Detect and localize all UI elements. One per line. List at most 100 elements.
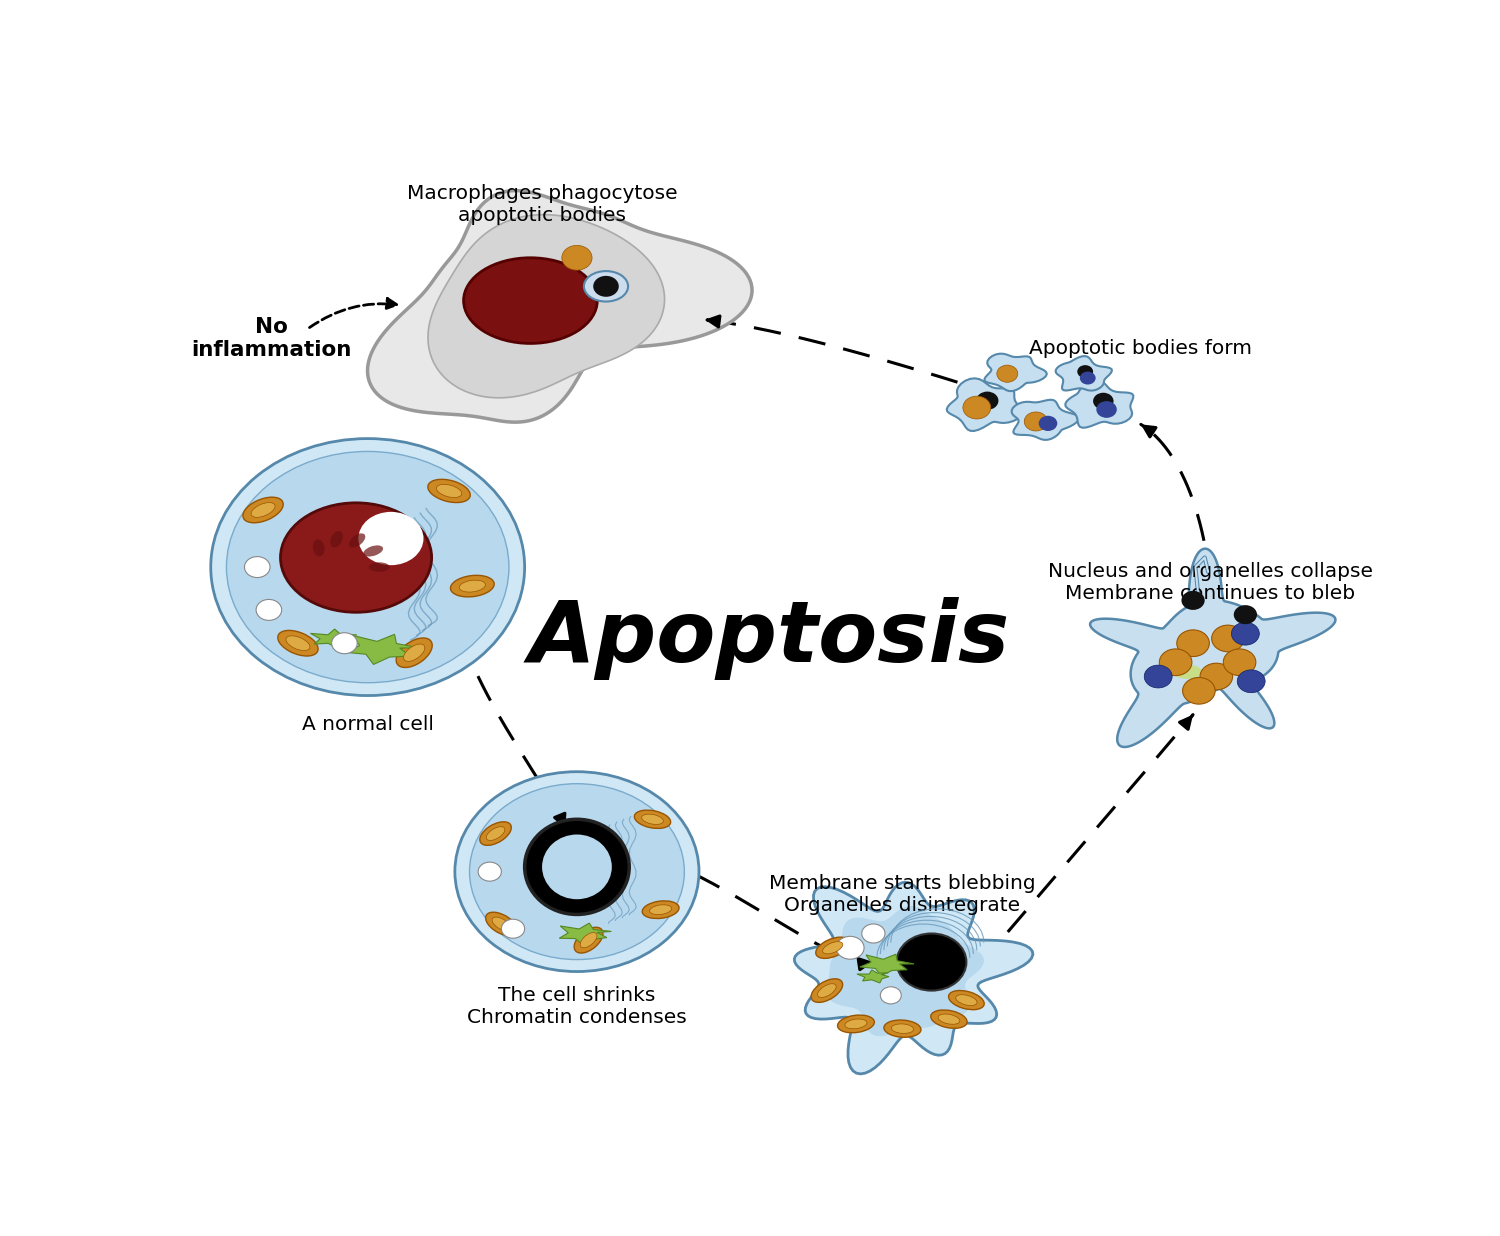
Circle shape: [861, 925, 885, 943]
Circle shape: [256, 599, 282, 620]
Ellipse shape: [286, 635, 310, 650]
Ellipse shape: [574, 927, 603, 953]
Circle shape: [1233, 606, 1257, 624]
Ellipse shape: [251, 503, 274, 518]
Ellipse shape: [956, 995, 976, 1006]
Circle shape: [244, 556, 270, 577]
Ellipse shape: [818, 984, 836, 997]
Circle shape: [1038, 415, 1058, 431]
Ellipse shape: [542, 834, 612, 900]
Ellipse shape: [837, 1015, 874, 1033]
Ellipse shape: [243, 497, 284, 523]
Text: Nucleus and organelles collapse
Membrane continues to bleb: Nucleus and organelles collapse Membrane…: [1048, 562, 1372, 603]
Ellipse shape: [330, 531, 344, 548]
Circle shape: [226, 451, 509, 682]
Text: Apoptosis: Apoptosis: [528, 597, 1010, 680]
Text: No
inflammation: No inflammation: [190, 318, 351, 360]
Ellipse shape: [450, 575, 494, 597]
Text: Apoptotic bodies form: Apoptotic bodies form: [1029, 339, 1252, 357]
Circle shape: [1212, 625, 1243, 651]
Polygon shape: [344, 634, 420, 665]
Ellipse shape: [396, 638, 432, 667]
Circle shape: [454, 771, 699, 971]
Circle shape: [1238, 670, 1264, 692]
Ellipse shape: [436, 485, 462, 498]
Circle shape: [1232, 622, 1260, 645]
Ellipse shape: [363, 545, 382, 556]
Circle shape: [501, 920, 525, 938]
Text: The cell shrinks
Chromatin condenses: The cell shrinks Chromatin condenses: [466, 986, 687, 1027]
Circle shape: [1144, 665, 1172, 688]
Polygon shape: [859, 954, 913, 975]
Circle shape: [836, 937, 864, 959]
Ellipse shape: [844, 1018, 867, 1028]
Circle shape: [897, 933, 966, 990]
Ellipse shape: [314, 539, 324, 556]
Ellipse shape: [369, 562, 390, 572]
Polygon shape: [368, 190, 752, 423]
Ellipse shape: [932, 1010, 968, 1028]
Polygon shape: [1056, 356, 1112, 391]
Circle shape: [332, 633, 357, 654]
Ellipse shape: [891, 1023, 914, 1033]
Ellipse shape: [492, 917, 510, 931]
Circle shape: [210, 439, 525, 696]
Ellipse shape: [486, 912, 518, 936]
Ellipse shape: [884, 1020, 921, 1037]
Ellipse shape: [350, 534, 366, 548]
Ellipse shape: [642, 815, 663, 824]
Ellipse shape: [584, 271, 628, 302]
Ellipse shape: [278, 630, 318, 656]
Circle shape: [1096, 402, 1118, 418]
Ellipse shape: [642, 901, 680, 918]
Circle shape: [1182, 677, 1215, 705]
Circle shape: [976, 392, 999, 410]
Ellipse shape: [938, 1014, 960, 1025]
Text: Membrane starts blebbing
Organelles disintegrate: Membrane starts blebbing Organelles disi…: [770, 874, 1035, 915]
Circle shape: [1200, 664, 1233, 690]
Ellipse shape: [404, 644, 424, 661]
Polygon shape: [946, 378, 1023, 431]
Ellipse shape: [427, 480, 471, 503]
Text: A normal cell: A normal cell: [302, 714, 433, 734]
Polygon shape: [827, 906, 984, 1036]
Circle shape: [470, 784, 684, 959]
Circle shape: [1024, 412, 1047, 431]
Circle shape: [1182, 591, 1204, 609]
Circle shape: [592, 276, 619, 297]
Ellipse shape: [650, 905, 672, 915]
Ellipse shape: [480, 822, 512, 845]
Circle shape: [998, 365, 1018, 382]
Circle shape: [1080, 372, 1095, 384]
Ellipse shape: [822, 942, 843, 954]
Ellipse shape: [948, 990, 984, 1010]
Ellipse shape: [634, 810, 670, 828]
Circle shape: [358, 512, 423, 565]
Polygon shape: [1065, 381, 1134, 428]
Circle shape: [562, 246, 592, 271]
Circle shape: [880, 986, 902, 1004]
Polygon shape: [427, 215, 664, 398]
Polygon shape: [1011, 399, 1078, 440]
Polygon shape: [856, 970, 889, 983]
Circle shape: [1224, 649, 1256, 676]
Ellipse shape: [816, 937, 849, 958]
Polygon shape: [1090, 549, 1335, 747]
Ellipse shape: [525, 819, 630, 915]
Circle shape: [1094, 393, 1113, 409]
Ellipse shape: [486, 827, 506, 840]
Ellipse shape: [459, 580, 486, 592]
Polygon shape: [984, 353, 1047, 391]
Ellipse shape: [464, 258, 597, 344]
Text: Macrophages phagocytose
apoptotic bodies: Macrophages phagocytose apoptotic bodies: [406, 183, 678, 225]
Ellipse shape: [280, 503, 432, 612]
Circle shape: [1160, 649, 1192, 676]
Polygon shape: [560, 923, 612, 946]
Ellipse shape: [1173, 665, 1202, 679]
Polygon shape: [795, 883, 1034, 1074]
Circle shape: [478, 863, 501, 881]
Polygon shape: [310, 629, 357, 649]
Ellipse shape: [812, 979, 843, 1002]
Circle shape: [963, 397, 992, 419]
Circle shape: [1077, 365, 1094, 378]
